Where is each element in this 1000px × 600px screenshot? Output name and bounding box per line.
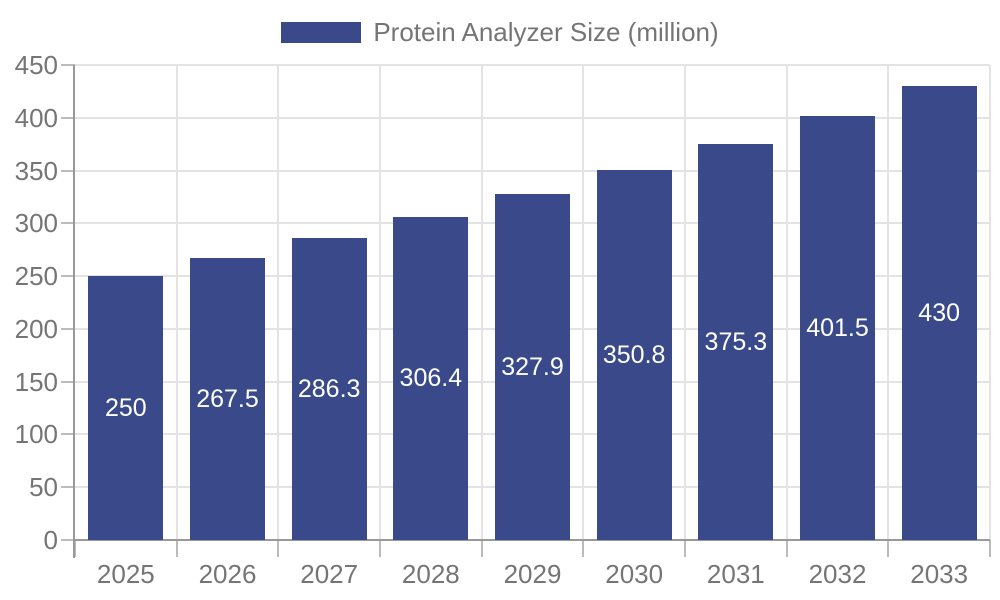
bar — [698, 143, 774, 540]
x-axis-label: 2031 — [706, 559, 765, 589]
gridline-vertical — [480, 65, 483, 540]
bar — [88, 276, 164, 540]
legend-label: Protein Analyzer Size (million) — [373, 16, 719, 47]
x-axis-tick — [175, 540, 178, 557]
x-axis-tick — [785, 540, 788, 557]
y-axis-line — [73, 65, 75, 558]
y-axis-tick — [61, 486, 75, 489]
y-axis-label: 300 — [14, 208, 58, 239]
bar-value-label: 350.8 — [602, 340, 666, 369]
bar-value-label: 430 — [918, 299, 961, 328]
y-axis-label: 450 — [14, 50, 58, 80]
x-axis-tick — [379, 540, 381, 557]
x-axis-tick — [480, 540, 483, 557]
y-axis-label: 100 — [14, 419, 58, 450]
gridline-vertical — [379, 65, 381, 540]
y-axis-tick — [61, 64, 75, 66]
bar-value-label: 401.5 — [806, 314, 869, 343]
bar — [495, 193, 570, 540]
legend-swatch — [281, 21, 362, 43]
x-axis-label: 2033 — [910, 559, 969, 589]
x-axis-label: 2028 — [401, 559, 460, 589]
x-axis-tick — [989, 540, 991, 557]
x-axis-tick — [277, 540, 280, 557]
gridline-vertical — [989, 65, 991, 540]
bar-value-label: 286.3 — [297, 374, 361, 403]
y-axis-tick — [61, 380, 75, 383]
y-axis-label: 0 — [43, 525, 58, 555]
y-axis-label: 50 — [29, 472, 58, 503]
x-axis-label: 2027 — [300, 559, 359, 589]
x-axis-label: 2029 — [503, 559, 562, 589]
x-axis-label: 2025 — [96, 559, 155, 589]
bar-value-label: 267.5 — [196, 384, 259, 413]
x-axis-label: 2032 — [808, 559, 867, 589]
y-axis-tick — [61, 433, 75, 436]
y-axis-tick — [61, 275, 75, 278]
y-axis-label: 350 — [14, 155, 58, 186]
y-axis-tick — [61, 116, 75, 119]
legend[interactable]: Protein Analyzer Size (million) — [0, 16, 1000, 48]
gridline-vertical — [175, 65, 178, 540]
y-axis-label: 250 — [14, 261, 58, 292]
x-axis-line — [75, 539, 990, 541]
x-axis-label: 2030 — [605, 559, 664, 589]
bar — [190, 257, 265, 540]
bar — [596, 169, 672, 540]
y-axis-tick — [61, 222, 75, 225]
bar-value-label: 375.3 — [704, 327, 768, 356]
y-axis-tick — [61, 539, 75, 541]
gridline-vertical — [887, 65, 890, 540]
y-axis-tick — [61, 169, 75, 172]
y-axis-label: 400 — [14, 102, 58, 133]
gridline-vertical — [785, 65, 788, 540]
bar-value-label: 327.9 — [501, 352, 564, 381]
bar-value-label: 250 — [104, 394, 147, 423]
gridline-horizontal — [75, 64, 990, 66]
x-axis-tick — [887, 540, 890, 557]
gridline-vertical — [684, 65, 686, 540]
gridline-horizontal — [75, 116, 990, 119]
bar — [901, 86, 977, 540]
gridline-vertical — [582, 65, 585, 540]
x-axis-tick — [74, 540, 76, 557]
x-axis-tick — [582, 540, 585, 557]
bar-value-label: 306.4 — [399, 364, 463, 393]
y-axis-label: 200 — [14, 313, 58, 344]
x-axis-label: 2026 — [198, 559, 257, 589]
gridline-horizontal — [75, 169, 990, 172]
y-axis-label: 150 — [14, 366, 58, 397]
bar — [393, 216, 469, 540]
bar — [291, 237, 367, 540]
gridline-vertical — [277, 65, 280, 540]
bar — [800, 116, 875, 540]
x-axis-tick — [684, 540, 686, 557]
y-axis-tick — [61, 327, 75, 330]
